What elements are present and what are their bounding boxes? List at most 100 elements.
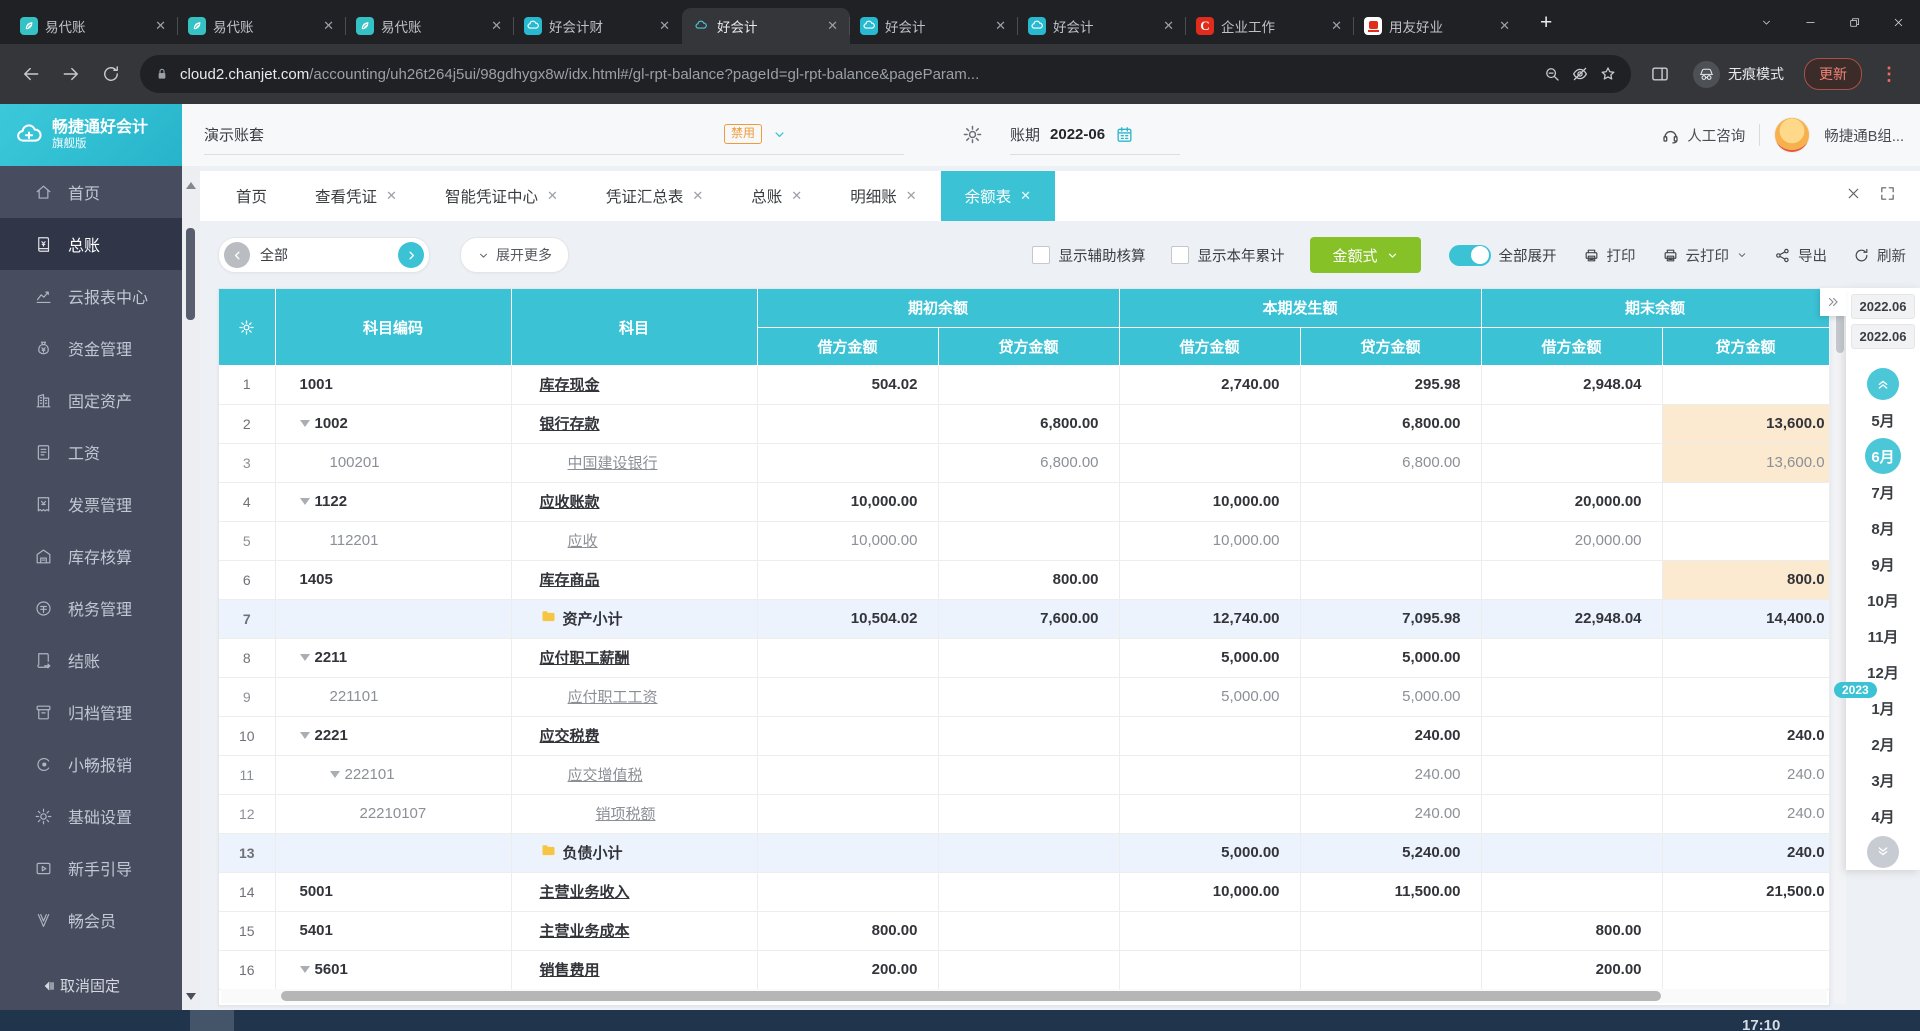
support-link[interactable]: 人工咨询 [1661,125,1745,146]
month-item[interactable]: 6月 [1846,438,1920,474]
scroll-down-icon[interactable] [186,993,196,1000]
account-name-link[interactable]: 应交税费 [540,725,600,746]
browser-update-button[interactable]: 更新 [1804,58,1862,90]
browser-tab[interactable]: 易代账 ✕ [345,8,514,44]
account-name-cell[interactable]: 库存商品 [511,560,758,600]
zoom-icon[interactable] [1543,65,1561,83]
sidebar-item-tax[interactable]: 税务管理 [0,582,182,634]
address-bar[interactable]: cloud2.chanjet.com/accounting/uh26t264j5… [140,55,1631,93]
account-name[interactable]: 演示账套 [204,126,265,144]
months-scroll-up-icon[interactable] [1867,368,1899,400]
browser-tab[interactable]: C 企业工作 ✕ [1185,8,1354,44]
collapse-triangle-icon[interactable] [299,420,310,427]
browser-tab[interactable]: 易代账 ✕ [177,8,346,44]
account-name-link[interactable]: 应付职工薪酬 [540,647,630,668]
browser-tab[interactable]: 好会计财 ✕ [513,8,682,44]
tab-close-icon[interactable]: ✕ [659,18,670,33]
account-code-cell[interactable]: 222101 [275,755,512,795]
period-box[interactable]: 2022.06 [1851,324,1915,349]
tab-close-icon[interactable]: ✕ [1163,18,1174,33]
account-name-cell[interactable]: 应收 [511,521,758,561]
tab-close-icon[interactable]: ✕ [1020,188,1032,203]
col-header-debit[interactable]: 借方金额 [757,327,939,366]
account-chevron-down-icon[interactable] [772,127,787,142]
tab-close-icon[interactable]: ✕ [546,188,558,203]
sidebar-unpin-button[interactable]: 取消固定 [40,975,120,996]
sidebar-item-ledger[interactable]: 总账 [0,218,182,270]
prev-scope-icon[interactable] [224,242,250,268]
month-item[interactable]: 2月 [1846,726,1920,762]
account-name-cell[interactable]: 中国建设银行 [511,443,758,483]
tab-close-icon[interactable]: ✕ [1331,18,1342,33]
col-header-debit[interactable]: 借方金额 [1119,327,1301,366]
account-name-cell[interactable]: 主营业务成本 [511,911,758,951]
tab-close-icon[interactable]: ✕ [995,18,1006,33]
browser-tab[interactable]: 用友好业 ✕ [1353,8,1522,44]
browser-tab[interactable]: 好会计 ✕ [849,8,1018,44]
tab-close-icon[interactable]: ✕ [692,188,704,203]
show-ytd-checkbox[interactable] [1171,246,1190,264]
account-name-cell[interactable]: 应交增值税 [511,755,758,795]
col-header-credit[interactable]: 贷方金额 [938,327,1120,366]
month-item[interactable]: 7月 [1846,474,1920,510]
collapse-triangle-icon[interactable] [329,771,340,778]
account-code-cell[interactable] [275,599,512,639]
tab-close-icon[interactable]: ✕ [386,188,397,203]
account-name-link[interactable]: 库存商品 [540,569,600,590]
account-name-link[interactable]: 主营业务成本 [540,920,630,941]
col-header-name[interactable]: 科目 [511,289,758,365]
workspace-tab[interactable]: 智能凭证中心 ✕ [421,171,582,221]
col-header-debit[interactable]: 借方金额 [1481,327,1663,366]
account-name-link[interactable]: 销项税额 [596,803,656,824]
next-scope-icon[interactable] [398,242,424,268]
collapse-triangle-icon[interactable] [299,654,310,661]
amount-format-button[interactable]: 金额式 [1310,237,1421,273]
account-name-link[interactable]: 应付职工工资 [568,686,658,707]
account-code-cell[interactable]: 22210107 [275,794,512,834]
account-code-cell[interactable]: 112201 [275,521,512,561]
tab-close-icon[interactable]: ✕ [323,18,334,33]
account-name-link[interactable]: 中国建设银行 [568,452,658,473]
account-code-cell[interactable]: 100201 [275,443,512,483]
month-item[interactable]: 2023 1月 [1834,682,1920,726]
sidebar-item-asset[interactable]: 固定资产 [0,374,182,426]
account-name-link[interactable]: 销售费用 [540,959,600,980]
subtotal-label[interactable]: 负债小计 [540,842,623,863]
export-button[interactable]: 导出 [1774,245,1827,266]
close-all-tabs-icon[interactable] [1845,185,1862,202]
eye-off-icon[interactable] [1571,65,1589,83]
tab-close-icon[interactable]: ✕ [905,188,917,203]
account-name-cell[interactable]: 银行存款 [511,404,758,444]
lock-icon[interactable] [154,66,170,82]
month-item[interactable]: 9月 [1846,546,1920,582]
sidebar-scrollbar[interactable] [182,166,200,1010]
subject-scope-selector[interactable]: 全部 [218,237,430,273]
sidebar-item-reimburse[interactable]: 小畅报销 [0,738,182,790]
workspace-tab[interactable]: 首页 [212,171,291,221]
collapse-triangle-icon[interactable] [299,966,310,973]
period-value[interactable]: 2022-06 [1050,125,1106,143]
account-code-cell[interactable]: 1001 [275,365,512,405]
month-item[interactable]: 11月 [1846,618,1920,654]
sidebar-item-invoice[interactable]: 发票管理 [0,478,182,530]
tab-close-icon[interactable]: ✕ [827,18,838,33]
account-settings-gear-icon[interactable] [962,124,983,145]
account-name-link[interactable]: 银行存款 [540,413,600,434]
account-code-cell[interactable]: 1122 [275,482,512,522]
account-code-cell[interactable]: 5601 [275,950,512,990]
account-code-cell[interactable]: 221101 [275,677,512,717]
show-ytd-checkbox-group[interactable]: 显示本年累计 [1171,245,1284,266]
column-settings-gear-icon[interactable] [219,289,276,365]
avatar[interactable] [1774,117,1811,153]
sidebar-item-vip[interactable]: 畅会员 [0,894,182,946]
browser-menu-icon[interactable]: ⋮ [1880,63,1898,84]
account-name-cell[interactable]: 应付职工薪酬 [511,638,758,678]
window-restore-icon[interactable] [1832,0,1876,44]
horizontal-scrollbar-thumb[interactable] [281,991,1661,1001]
sidebar-item-salary[interactable]: 工资 [0,426,182,478]
tab-close-icon[interactable]: ✕ [791,188,803,203]
vertical-scrollbar-thumb[interactable] [1836,291,1844,353]
account-name-cell[interactable]: 资产小计 [511,599,758,639]
tab-close-icon[interactable]: ✕ [1499,18,1510,33]
workspace-tab[interactable]: 总账 ✕ [727,171,826,221]
